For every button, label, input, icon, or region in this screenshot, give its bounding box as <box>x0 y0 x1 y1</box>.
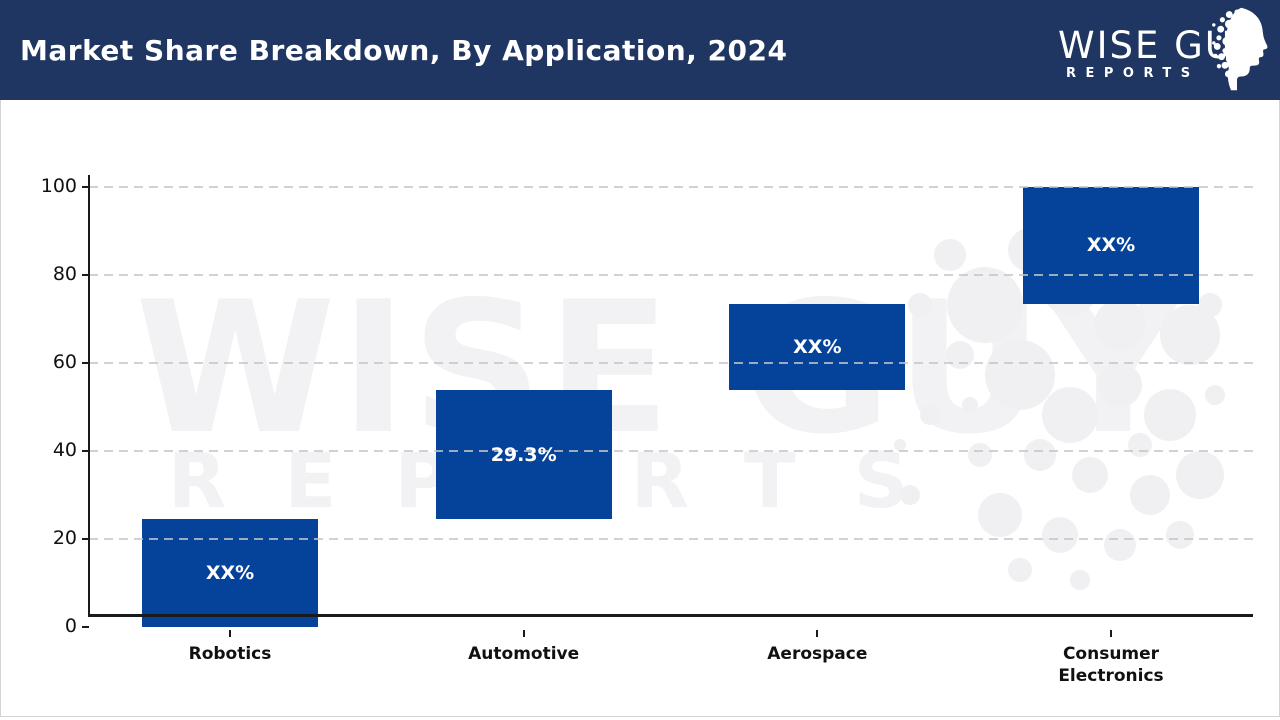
chart-plot-area: 0 20 40 60 80 100 XX% Robotics 29.3% Automotive XX… <box>0 100 1280 720</box>
x-category-label-consumer-electronics: Consumer Electronics <box>1058 644 1164 687</box>
gridline-20 <box>89 538 1253 540</box>
y-tick-40 <box>82 450 89 452</box>
gridline-60 <box>89 362 1253 364</box>
bar-automotive <box>435 390 612 520</box>
x-axis-line <box>88 614 1253 617</box>
x-tick-robotics <box>229 630 231 637</box>
page-border-left <box>0 100 1 717</box>
bar-value-label-aerospace: XX% <box>793 335 842 358</box>
bar-value-label-robotics: XX% <box>205 562 255 585</box>
y-tick-label-40: 40 <box>52 439 77 461</box>
x-category-label-automotive: Automotive <box>468 644 580 664</box>
bar-robotics <box>142 519 318 627</box>
x-category-label-aerospace: Aerospace <box>767 644 868 664</box>
y-axis-line <box>88 175 90 616</box>
x-tick-consumer-electronics <box>1110 630 1112 637</box>
y-tick-0 <box>82 626 89 628</box>
y-tick-100 <box>82 186 89 188</box>
header-bar: Market Share Breakdown, By Application, … <box>0 0 1280 100</box>
y-tick-60 <box>82 362 89 364</box>
brand-logo: WISE GUY REPORTS <box>1020 6 1270 94</box>
y-tick-label-20: 20 <box>52 527 77 549</box>
x-tick-aerospace <box>816 630 819 637</box>
gridline-100 <box>89 186 1253 188</box>
y-tick-label-0: 0 <box>64 615 77 637</box>
x-tick-automotive <box>522 630 525 637</box>
bar-value-label-automotive: 29.3% <box>490 443 557 466</box>
bar-consumer-electronics <box>1023 187 1199 304</box>
bar-aerospace <box>729 303 906 391</box>
page-border-bottom <box>0 716 1280 717</box>
y-tick-label-100: 100 <box>40 175 77 197</box>
y-tick-80 <box>82 274 89 276</box>
y-tick-label-60: 60 <box>52 351 77 373</box>
y-tick-label-80: 80 <box>52 263 77 285</box>
dotted-face-icon <box>1212 7 1268 91</box>
logo-subtitle: REPORTS <box>1066 66 1200 81</box>
page-title: Market Share Breakdown, By Application, … <box>20 33 788 67</box>
bar-value-label-consumer-electronics: XX% <box>1086 234 1136 257</box>
x-category-label-robotics: Robotics <box>188 644 272 664</box>
gridline-80 <box>89 274 1253 276</box>
gridline-40 <box>89 450 1253 452</box>
y-tick-20 <box>82 538 89 540</box>
